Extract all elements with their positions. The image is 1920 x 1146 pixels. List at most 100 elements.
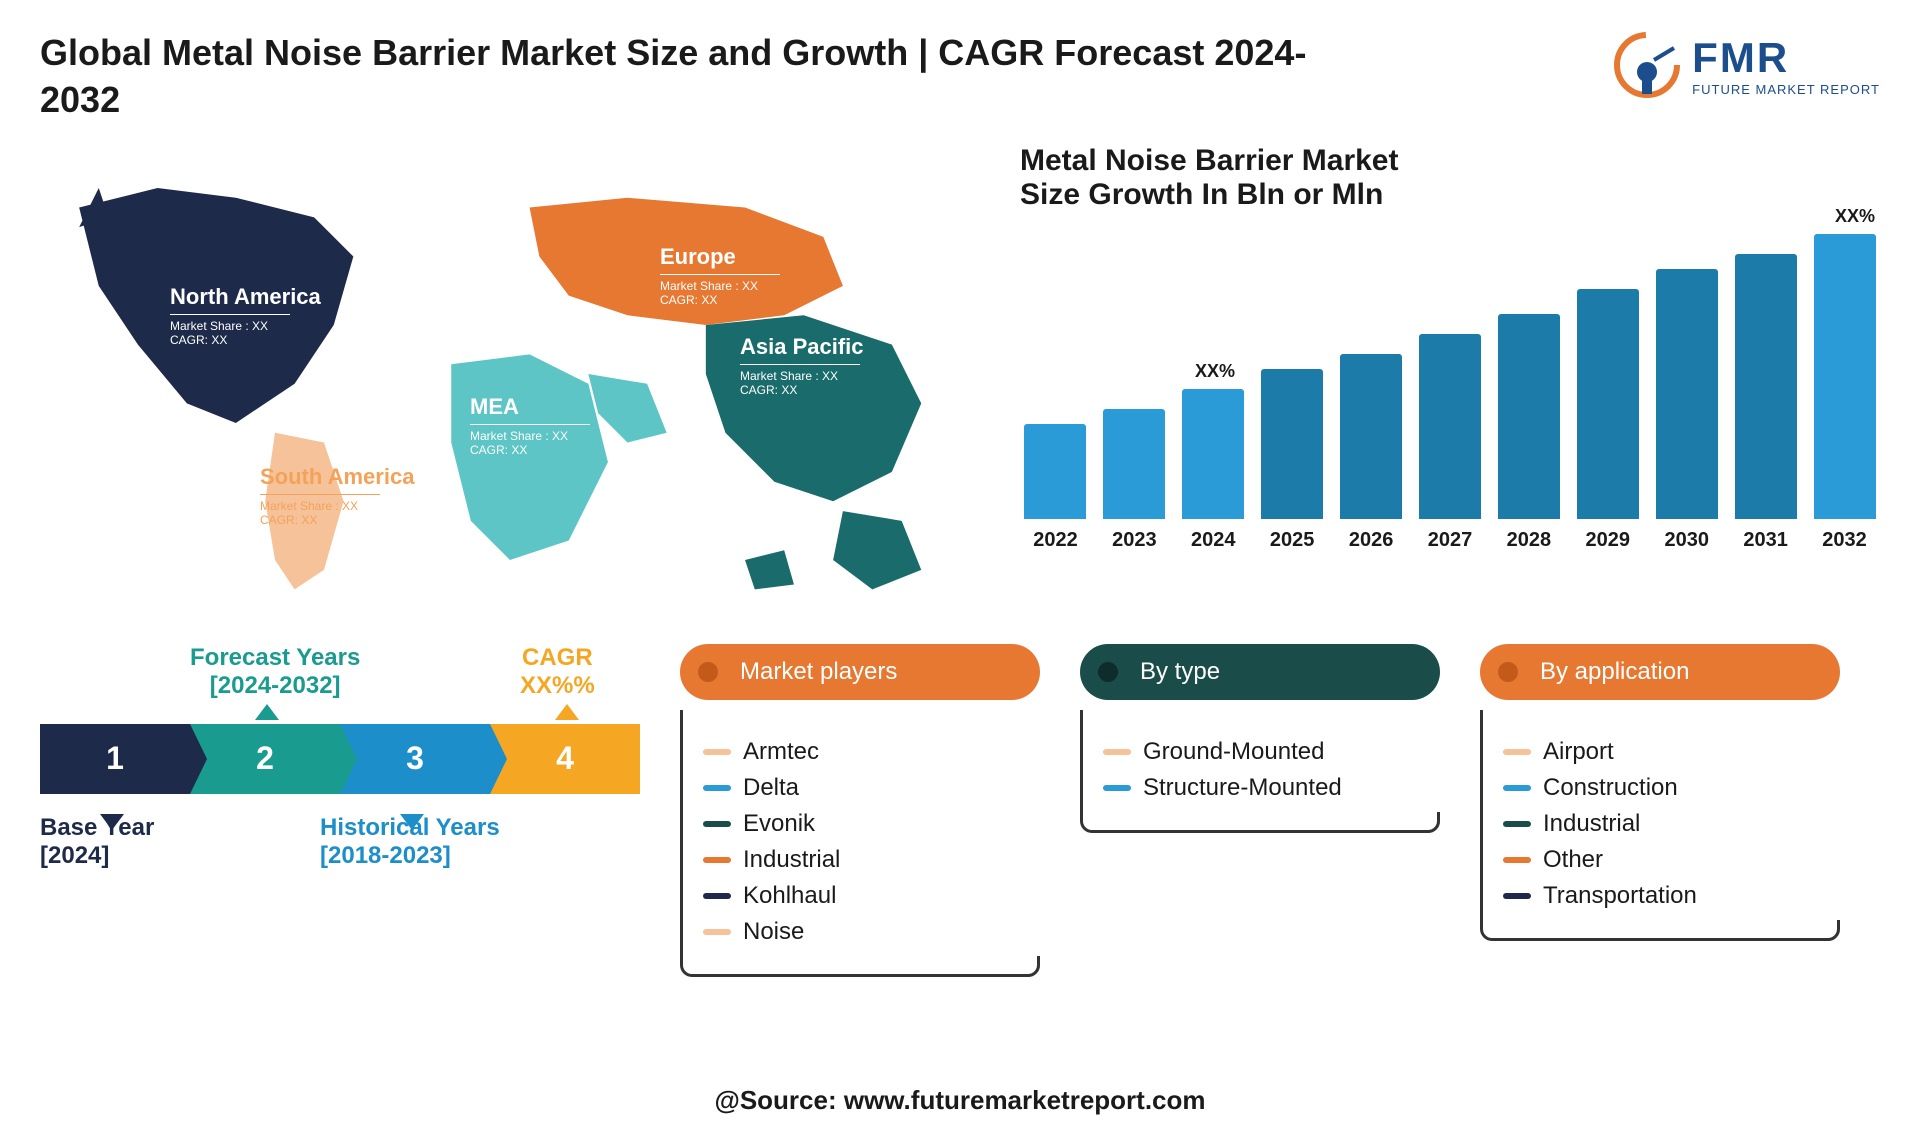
bar-item: 2022 <box>1020 424 1091 552</box>
bar <box>1024 424 1086 519</box>
arrow-up-icon <box>255 704 279 720</box>
page-title: Global Metal Noise Barrier Market Size a… <box>40 30 1340 124</box>
segment-item-label: Airport <box>1543 738 1614 766</box>
bar <box>1340 354 1402 519</box>
segment-item: Structure-Mounted <box>1103 774 1440 802</box>
color-dash-icon <box>1103 749 1131 755</box>
bar <box>1498 314 1560 519</box>
region-mea: MEA Market Share : XX CAGR: XX <box>470 394 590 457</box>
bar <box>1577 289 1639 519</box>
logo-main-text: FMR <box>1692 34 1880 82</box>
segment-item-label: Structure-Mounted <box>1143 774 1342 802</box>
segment-item: Industrial <box>703 846 1040 874</box>
segment-item: Evonik <box>703 810 1040 838</box>
bar-item: 2023 <box>1099 409 1170 552</box>
bar-item: 2028 <box>1493 314 1564 552</box>
segment-item-label: Evonik <box>743 810 815 838</box>
bar-year-label: 2030 <box>1664 529 1709 552</box>
bar-chart-title: Metal Noise Barrier Market Size Growth I… <box>1020 144 1420 212</box>
timeline-cell-3: 3 <box>340 724 490 794</box>
color-dash-icon <box>1503 749 1531 755</box>
bar <box>1419 334 1481 519</box>
segment-item: Delta <box>703 774 1040 802</box>
world-map: North America Market Share : XX CAGR: XX… <box>40 144 980 604</box>
segment-item: Kohlhaul <box>703 882 1040 910</box>
segment-item: Construction <box>1503 774 1840 802</box>
bar-item: 2025 <box>1257 369 1328 552</box>
bar-item: 2031 <box>1730 254 1801 552</box>
arrow-up-icon <box>555 704 579 720</box>
bar <box>1735 254 1797 519</box>
bar-item: 2024 <box>1178 389 1249 552</box>
segment-by-type: By type Ground-MountedStructure-Mounted <box>1080 644 1440 977</box>
color-dash-icon <box>703 785 731 791</box>
segment-item: Armtec <box>703 738 1040 766</box>
segment-item: Airport <box>1503 738 1840 766</box>
segment-item-label: Transportation <box>1543 882 1697 910</box>
segment-item-label: Industrial <box>743 846 840 874</box>
color-dash-icon <box>1503 785 1531 791</box>
bar-year-label: 2029 <box>1586 529 1631 552</box>
bar <box>1103 409 1165 519</box>
color-dash-icon <box>703 821 731 827</box>
segment-item-label: Industrial <box>1543 810 1640 838</box>
region-europe: Europe Market Share : XX CAGR: XX <box>660 244 780 307</box>
segment-by-application: By application Airport Construction Indust… <box>1480 644 1840 977</box>
color-dash-icon <box>1503 893 1531 899</box>
timeline-infographic: Forecast Years [2024-2032] CAGR XX%% 1 2… <box>40 644 640 977</box>
color-dash-icon <box>703 857 731 863</box>
base-year-label: Base Year [2024] <box>40 814 154 870</box>
bar-year-label: 2024 <box>1191 529 1236 552</box>
segment-item: Transportation <box>1503 882 1840 910</box>
source-attribution: @Source: www.futuremarketreport.com <box>714 1085 1205 1116</box>
bar-year-label: 2022 <box>1033 529 1078 552</box>
segment-item-label: Ground-Mounted <box>1143 738 1324 766</box>
segment-item-label: Noise <box>743 918 804 946</box>
color-dash-icon <box>703 749 731 755</box>
bar-year-label: 2028 <box>1507 529 1552 552</box>
bar-year-label: 2031 <box>1743 529 1788 552</box>
bar-item: 2027 <box>1415 334 1486 552</box>
bar-year-label: 2025 <box>1270 529 1315 552</box>
bar-year-label: 2032 <box>1822 529 1867 552</box>
bar <box>1261 369 1323 519</box>
bar <box>1182 389 1244 519</box>
fmr-logo-icon <box>1612 30 1682 100</box>
timeline-cell-4: 4 <box>490 724 640 794</box>
segment-item-label: Armtec <box>743 738 819 766</box>
color-dash-icon <box>703 893 731 899</box>
segment-item: Ground-Mounted <box>1103 738 1440 766</box>
color-dash-icon <box>1503 857 1531 863</box>
cagr-label: CAGR XX%% <box>520 644 595 700</box>
color-dash-icon <box>703 929 731 935</box>
segment-item: Noise <box>703 918 1040 946</box>
segment-header: By application <box>1480 644 1840 700</box>
color-dash-icon <box>1503 821 1531 827</box>
timeline-cell-1: 1 <box>40 724 190 794</box>
segment-item-label: Other <box>1543 846 1603 874</box>
bar-item: 2032 <box>1809 234 1880 552</box>
bar <box>1814 234 1876 519</box>
logo: FMR FUTURE MARKET REPORT <box>1612 30 1880 100</box>
region-asia-pacific: Asia Pacific Market Share : XX CAGR: XX <box>740 334 864 397</box>
region-north-america: North America Market Share : XX CAGR: XX <box>170 284 321 347</box>
bar-year-label: 2023 <box>1112 529 1157 552</box>
segment-item: Industrial <box>1503 810 1840 838</box>
bar-year-label: 2026 <box>1349 529 1394 552</box>
bar-chart: 2022 2023 2024 2025 2026 2027 2028 2029 2030 2031… <box>1020 232 1880 552</box>
region-south-america: South America Market Share : XX CAGR: XX <box>260 464 414 527</box>
segment-item-label: Construction <box>1543 774 1678 802</box>
segment-header: Market players <box>680 644 1040 700</box>
segment-market-players: Market players Armtec Delta Evonik Industri… <box>680 644 1040 977</box>
segment-item-label: Delta <box>743 774 799 802</box>
segment-item: Other <box>1503 846 1840 874</box>
logo-sub-text: FUTURE MARKET REPORT <box>1692 82 1880 97</box>
bar-annotation: XX% <box>1835 206 1875 227</box>
bar-year-label: 2027 <box>1428 529 1473 552</box>
bar-item: 2026 <box>1336 354 1407 552</box>
segment-item-label: Kohlhaul <box>743 882 836 910</box>
color-dash-icon <box>1103 785 1131 791</box>
timeline-cell-2: 2 <box>190 724 340 794</box>
bar-item: 2030 <box>1651 269 1722 552</box>
bar-item: 2029 <box>1572 289 1643 552</box>
